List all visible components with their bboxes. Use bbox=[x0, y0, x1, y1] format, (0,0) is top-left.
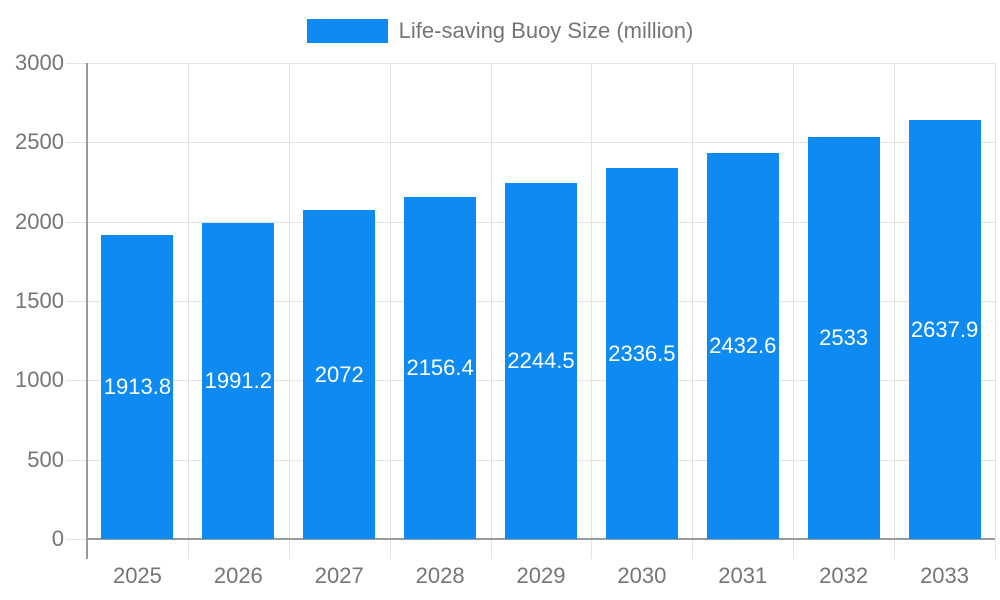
x-axis-tick bbox=[490, 539, 492, 559]
gridline-vertical bbox=[894, 63, 896, 539]
bar-2029[interactable] bbox=[505, 182, 577, 539]
y-axis-line bbox=[86, 63, 88, 559]
x-axis-label: 2033 bbox=[920, 563, 970, 588]
y-axis-label: 1000 bbox=[15, 367, 64, 393]
gridline-vertical bbox=[288, 63, 290, 539]
x-axis-tick bbox=[894, 539, 896, 559]
gridline-vertical bbox=[793, 63, 795, 539]
bar-2028[interactable] bbox=[404, 196, 477, 539]
y-axis-label: 500 bbox=[27, 446, 64, 472]
y-axis-tick bbox=[66, 459, 87, 461]
y-axis-label: 0 bbox=[51, 526, 64, 551]
bar-2026[interactable] bbox=[202, 223, 275, 539]
legend-label: Life-saving Buoy Size (million) bbox=[398, 18, 694, 43]
x-axis-label: 2031 bbox=[718, 563, 768, 588]
gridline-vertical bbox=[591, 63, 593, 539]
bar-value-label: 1991.2 bbox=[204, 368, 272, 394]
x-axis-label: 2026 bbox=[213, 563, 263, 588]
bar-value-label: 2072 bbox=[314, 361, 364, 387]
x-axis-label: 2027 bbox=[314, 563, 364, 588]
x-axis-tick bbox=[591, 539, 593, 559]
legend-swatch bbox=[306, 19, 388, 43]
legend[interactable]: Life-saving Buoy Size (million) bbox=[0, 19, 1000, 43]
y-axis-tick bbox=[66, 142, 87, 144]
bar-2025[interactable] bbox=[101, 235, 174, 539]
y-axis-label: 3000 bbox=[15, 50, 64, 75]
bar-2030[interactable] bbox=[605, 168, 678, 539]
gridline-horizontal bbox=[87, 63, 995, 64]
x-axis-label: 2025 bbox=[112, 563, 162, 588]
bar-value-label: 2336.5 bbox=[608, 340, 676, 366]
bar-2031[interactable] bbox=[706, 153, 779, 539]
x-axis-label: 2029 bbox=[516, 563, 566, 588]
y-axis-label: 2000 bbox=[15, 208, 64, 234]
gridline-vertical bbox=[692, 63, 694, 539]
y-axis-label: 1500 bbox=[15, 288, 64, 313]
y-axis-tick bbox=[66, 539, 87, 540]
x-axis-tick bbox=[793, 539, 795, 559]
y-axis-tick bbox=[66, 301, 87, 302]
x-axis-tick bbox=[389, 539, 391, 559]
x-axis-label: 2030 bbox=[617, 563, 667, 588]
bar-value-label: 1913.8 bbox=[103, 374, 172, 400]
x-axis-line bbox=[87, 538, 995, 540]
gridline-vertical bbox=[187, 63, 189, 539]
x-axis-label: 2028 bbox=[415, 563, 465, 588]
bar-2033[interactable] bbox=[908, 120, 981, 539]
bar-2027[interactable] bbox=[303, 210, 376, 539]
x-axis-tick bbox=[288, 539, 290, 559]
x-axis-tick bbox=[995, 539, 996, 559]
bar-value-label: 2533 bbox=[819, 325, 869, 351]
gridline-vertical bbox=[490, 63, 492, 539]
x-axis-tick bbox=[692, 539, 694, 559]
bar-value-label: 2432.6 bbox=[709, 333, 777, 358]
y-axis-tick bbox=[66, 380, 87, 382]
bar-value-label: 2637.9 bbox=[910, 316, 979, 342]
bar-value-label: 2156.4 bbox=[406, 354, 474, 380]
gridline-horizontal bbox=[87, 142, 995, 144]
x-axis-tick bbox=[187, 539, 189, 559]
bar-2032[interactable] bbox=[807, 137, 880, 539]
x-axis-label: 2032 bbox=[819, 563, 869, 588]
y-axis-label: 2500 bbox=[15, 129, 64, 155]
bar-value-label: 2244.5 bbox=[507, 347, 575, 373]
gridline-vertical bbox=[995, 63, 996, 539]
gridline-vertical bbox=[389, 63, 391, 539]
y-axis-tick bbox=[66, 63, 87, 64]
y-axis-tick bbox=[66, 221, 87, 223]
